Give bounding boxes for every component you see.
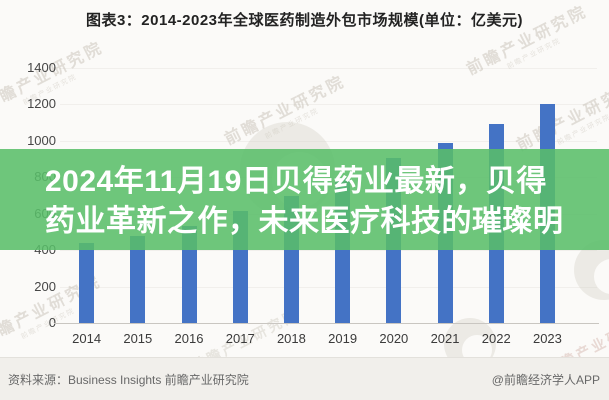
- x-axis-label: 2019: [328, 331, 358, 346]
- y-axis-label: 1000: [27, 132, 56, 148]
- gridline: [60, 140, 597, 142]
- bar-2015: [130, 236, 146, 323]
- source-bar: 资料来源：Business Insights 前瞻产业研究院 @前瞻经济学人AP…: [0, 357, 609, 400]
- gridline: [60, 286, 597, 288]
- x-axis-label: 2014: [72, 331, 102, 346]
- x-axis: 2014 2015 2016 2017 2018 2019 2020 2021 2022 2023: [61, 331, 573, 346]
- bar-2014: [79, 242, 95, 323]
- x-axis-label: 2023: [532, 331, 562, 346]
- x-axis-label: 2016: [174, 331, 204, 346]
- x-axis-line: [54, 323, 599, 324]
- y-axis-label: 1200: [27, 96, 56, 112]
- x-axis-label: 2017: [225, 331, 255, 346]
- x-axis-label: 2022: [481, 331, 511, 346]
- data-source-label: 资料来源：Business Insights 前瞻产业研究院: [8, 373, 249, 387]
- chart-title: 图表3：2014-2023年全球医药制造外包市场规模(单位：亿美元): [85, 12, 524, 29]
- gridline: [60, 104, 597, 106]
- x-axis-label: 2018: [276, 331, 306, 346]
- gridline: [60, 250, 597, 252]
- headline-line-2: 药业革新之作，未来医疗科技的璀璨明: [45, 205, 564, 238]
- x-axis-label: 2021: [430, 331, 460, 346]
- x-axis-label: 2020: [379, 331, 409, 346]
- y-axis-label: 0: [48, 315, 56, 330]
- headline-line-1: 2024年11月19日贝得药业最新，贝得: [45, 165, 547, 198]
- x-axis-label: 2015: [123, 331, 153, 346]
- y-axis-label: 1400: [27, 60, 56, 75]
- credit-label: @前瞻经济学人APP: [491, 373, 600, 387]
- headline-banner: 2024年11月19日贝得药业最新，贝得 药业革新之作，未来医疗科技的璀璨明: [0, 149, 609, 250]
- y-axis-label: 200: [34, 278, 56, 294]
- bar-cell: [61, 67, 112, 323]
- bar-cell: [112, 67, 163, 323]
- gridline: [60, 68, 597, 69]
